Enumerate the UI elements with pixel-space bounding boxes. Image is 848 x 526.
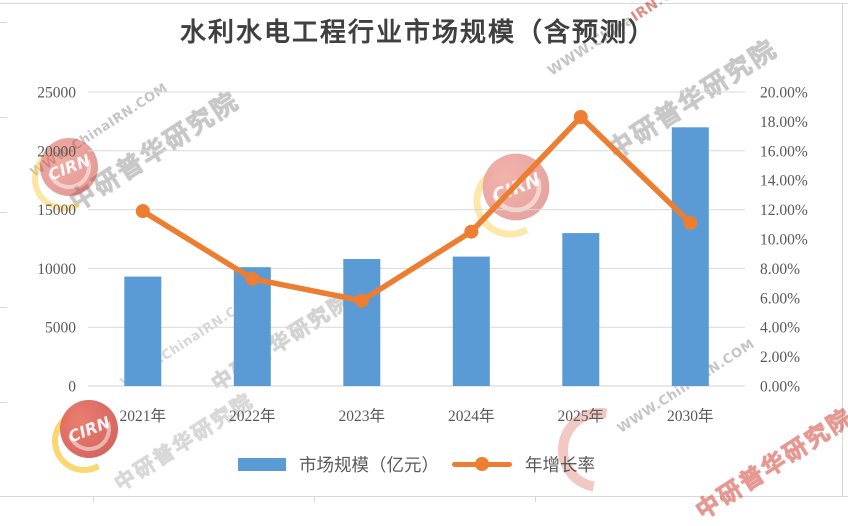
- right-axis-tick: 0.00%: [760, 379, 800, 396]
- left-axis-tick: 15000: [37, 202, 76, 219]
- sheet-row-tick: [0, 22, 7, 23]
- left-axis-tick: 10000: [37, 261, 76, 278]
- sheet-col-tick: [535, 496, 536, 502]
- bar-2030年: [671, 127, 709, 387]
- legend-bar-swatch: [238, 457, 286, 471]
- x-axis-label: 2022年: [229, 407, 276, 425]
- growth-point-2030年: [683, 215, 698, 230]
- growth-point-2022年: [245, 271, 260, 286]
- growth-line: [140, 114, 694, 304]
- growth-point-2025年: [573, 110, 588, 124]
- x-axis-label: 2025年: [557, 407, 604, 425]
- x-axis-label: 2021年: [119, 407, 166, 425]
- sheet-bottom-border: [0, 496, 848, 497]
- right-axis-tick: 4.00%: [760, 320, 800, 337]
- x-axis-label: 2024年: [448, 407, 495, 425]
- left-axis-tick: 5000: [45, 320, 76, 337]
- sheet-top-border: [0, 3, 848, 4]
- chart-title: 水利水电工程行业市场规模（含预测）: [179, 18, 656, 47]
- growth-point-2024年: [464, 224, 479, 239]
- right-axis-tick: 12.00%: [760, 202, 808, 219]
- sheet-col-tick: [93, 496, 94, 502]
- right-axis-tick: 18.00%: [760, 114, 808, 131]
- sheet-row-tick: [0, 117, 7, 118]
- legend-line-label: 年增长率: [525, 454, 595, 475]
- right-axis-tick: 14.00%: [760, 173, 808, 190]
- left-axis-tick: 25000: [37, 85, 76, 102]
- sheet-row-tick: [0, 212, 7, 213]
- bar-2023年: [343, 259, 381, 386]
- right-axis-tick: 2.00%: [760, 349, 800, 366]
- sheet-row-tick: [0, 307, 7, 308]
- left-axis-tick: 0: [68, 379, 76, 396]
- right-axis-tick: 16.00%: [760, 143, 808, 160]
- bar-2021年: [124, 276, 162, 386]
- sheet-col-tick: [314, 496, 315, 502]
- left-axis-tick: 20000: [37, 143, 76, 160]
- bar-2025年: [562, 233, 600, 386]
- legend-bar-label: 市场规模（亿元）: [299, 454, 439, 475]
- legend-line-marker-icon: [475, 457, 489, 471]
- x-axis-label: 2030年: [667, 407, 714, 425]
- bar-2024年: [452, 256, 490, 386]
- growth-point-2023年: [354, 293, 369, 308]
- growth-point-2021年: [135, 204, 150, 219]
- right-axis-tick: 20.00%: [760, 85, 808, 102]
- combo-chart-plot-area: 25000 20000 15000 10000 5000 0 20.00% 18.00% 16.…: [37, 85, 808, 426]
- x-axis-label: 2023年: [338, 407, 385, 425]
- right-axis-tick: 6.00%: [760, 290, 800, 307]
- chart-legend: 市场规模（亿元） 年增长率: [88, 449, 745, 479]
- bar-2022年: [233, 267, 271, 386]
- sheet-right-border: [842, 3, 843, 497]
- legend-line-swatch: [452, 457, 512, 471]
- sheet-col-tick: [721, 496, 722, 502]
- right-axis-tick: 8.00%: [760, 261, 800, 278]
- right-axis-tick: 10.00%: [760, 232, 808, 249]
- sheet-row-tick: [0, 402, 7, 403]
